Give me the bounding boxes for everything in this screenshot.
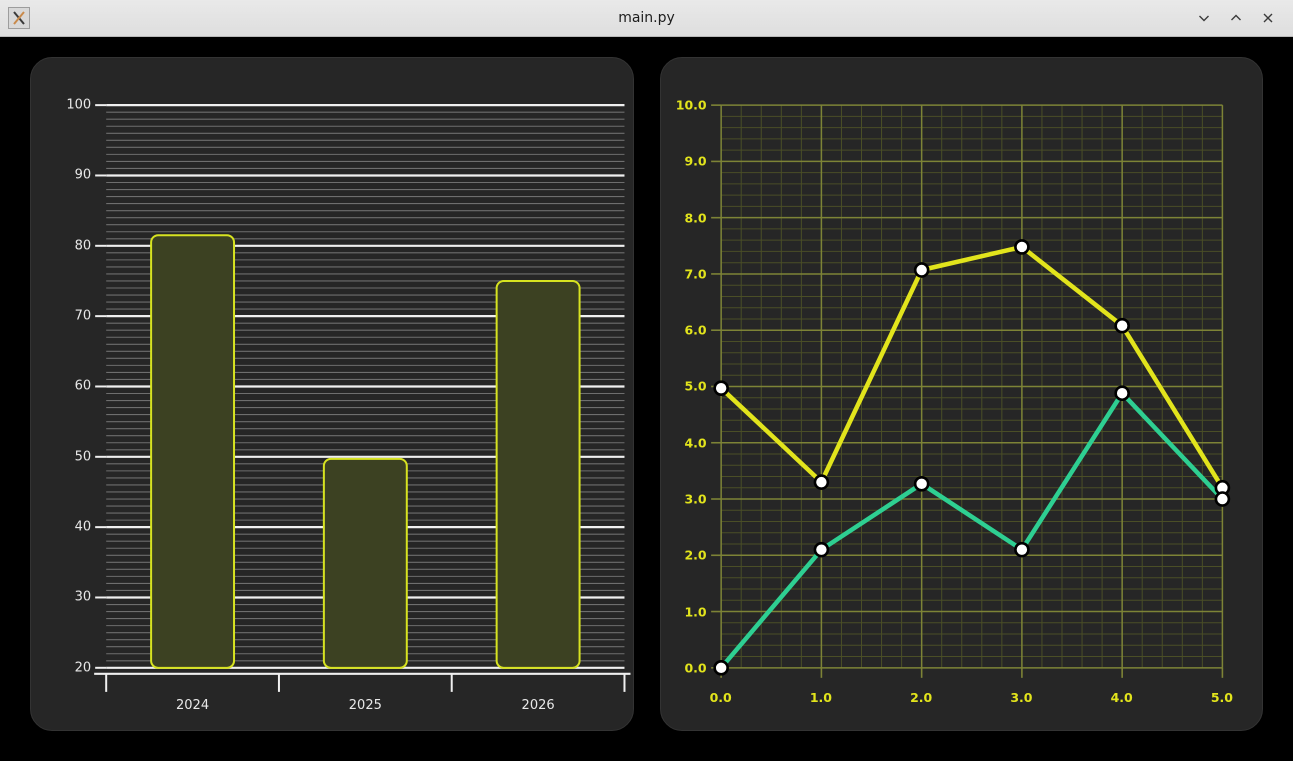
data-point-marker <box>913 262 929 278</box>
line-y-tick-label: 9.0 <box>684 153 707 169</box>
line-y-tick-label: 4.0 <box>684 435 707 451</box>
title-bar: main.py <box>0 0 1293 37</box>
bar-x-tick-label: 2025 <box>348 697 382 713</box>
line-y-tick-label: 5.0 <box>684 378 707 394</box>
python-x-icon <box>8 7 30 29</box>
close-button[interactable] <box>1257 7 1279 29</box>
line-y-tick-label: 7.0 <box>684 266 707 282</box>
line-y-tick-label: 10.0 <box>675 97 707 113</box>
data-point-marker <box>813 541 829 558</box>
line-y-tick-label: 6.0 <box>684 322 707 338</box>
bar-y-tick-label: 90 <box>74 167 92 183</box>
data-point-marker <box>712 380 729 396</box>
bar-chart-canvas <box>31 58 633 730</box>
bar-y-tick-label: 60 <box>74 378 92 394</box>
line-chart-plot: 0.0 1.0 2.0 3.0 4.0 5.0 6.0 7.0 8.0 9.0 10.0 0.0 1.0… <box>661 58 1263 730</box>
bar-x-tick-label: 2024 <box>176 697 210 713</box>
line-chart-canvas <box>661 58 1230 730</box>
maximize-button[interactable] <box>1225 7 1247 29</box>
line-x-tick-label: 4.0 <box>1110 689 1133 705</box>
window-controls <box>1193 7 1293 29</box>
line-y-tick-label: 8.0 <box>684 210 707 226</box>
data-point-marker <box>813 474 829 490</box>
bar-y-tick-label: 50 <box>74 449 92 465</box>
line-x-tick-label: 3.0 <box>1010 689 1033 705</box>
data-point-marker <box>1214 491 1230 507</box>
data-point-marker <box>1013 239 1030 255</box>
line-x-tick-label: 5.0 <box>1210 689 1233 705</box>
data-point-marker <box>1013 541 1030 558</box>
line-x-tick-label: 2.0 <box>910 689 933 705</box>
line-chart-panel: 0.0 1.0 2.0 3.0 4.0 5.0 6.0 7.0 8.0 9.0 10.0 0.0 1.0… <box>659 57 1263 731</box>
bar-chart-plot: 20 30 40 50 60 70 80 90 100 2024 2025 2026 <box>31 58 633 730</box>
line-x-tick-label: 0.0 <box>709 689 732 705</box>
data-point-marker <box>913 475 929 492</box>
data-point-marker <box>1113 385 1130 402</box>
window-title: main.py <box>618 10 675 26</box>
minimize-button[interactable] <box>1193 7 1215 29</box>
bar-y-tick-label: 100 <box>66 97 92 113</box>
bar-x-tick-label: 2026 <box>521 697 555 713</box>
bar-y-tick-label: 80 <box>74 238 92 254</box>
line-y-tick-label: 3.0 <box>684 491 707 507</box>
charts-container: 20 30 40 50 60 70 80 90 100 2024 2025 2026 0.0 1.0 2.… <box>0 37 1293 761</box>
bar-y-tick-label: 70 <box>74 308 92 324</box>
bar-y-tick-label: 20 <box>74 660 92 676</box>
data-point-marker <box>712 659 729 676</box>
bar-y-tick-label: 30 <box>74 589 92 605</box>
line-y-tick-label: 0.0 <box>684 660 707 676</box>
line-y-tick-label: 1.0 <box>684 604 707 620</box>
bar-y-tick-label: 40 <box>74 519 92 535</box>
bar-chart-panel: 20 30 40 50 60 70 80 90 100 2024 2025 2026 <box>30 57 634 731</box>
line-y-tick-label: 2.0 <box>684 547 707 563</box>
line-x-tick-label: 1.0 <box>809 689 832 705</box>
data-point-marker <box>1113 317 1130 334</box>
